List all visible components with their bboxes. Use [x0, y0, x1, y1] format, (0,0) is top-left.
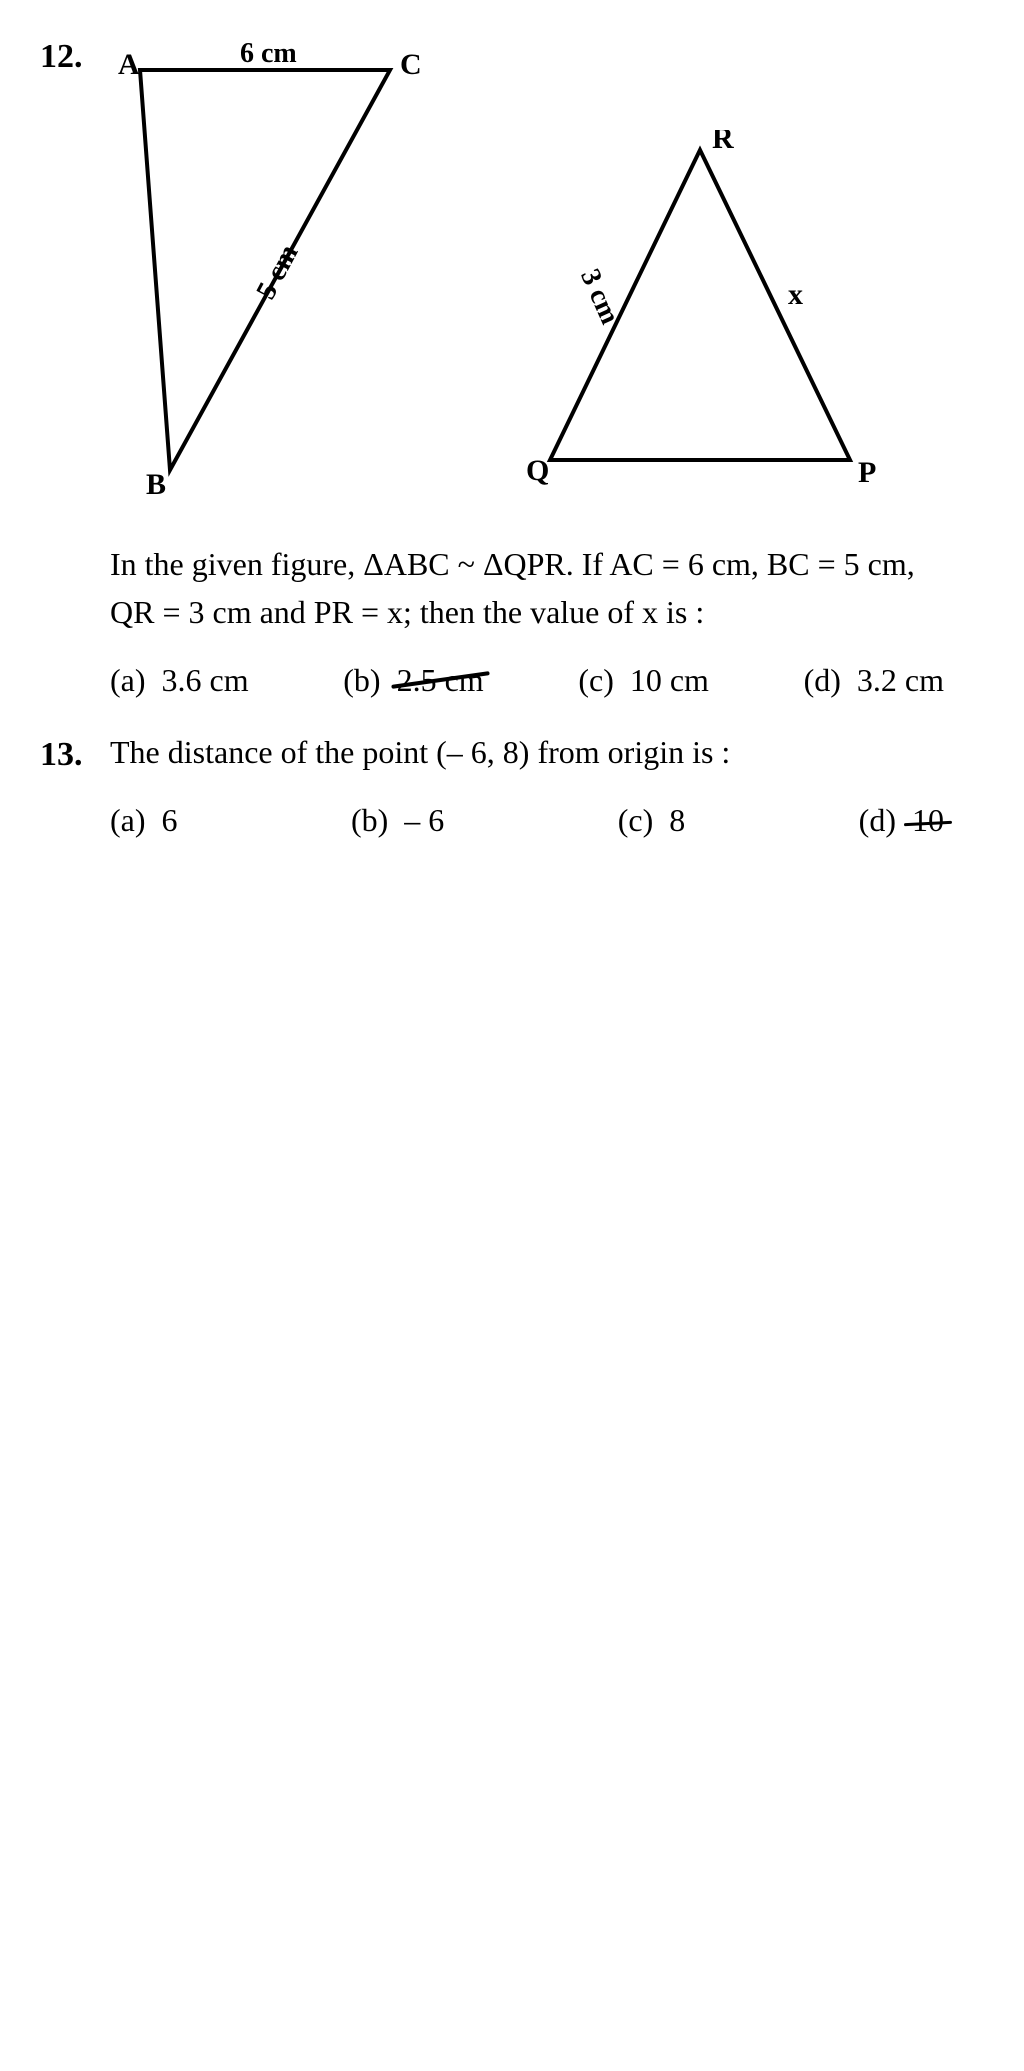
q12-text-line2: QR = 3 cm and PR = x; then the value of …: [110, 588, 984, 636]
q13-option-d: (d) 10: [859, 796, 944, 844]
vertex-r-label: R: [712, 130, 734, 155]
vertex-b-label: B: [146, 468, 166, 501]
q12-text-line1: In the given figure, ΔABC ~ ΔQPR. If AC …: [110, 540, 984, 588]
question-number: 13.: [40, 728, 110, 774]
q12-option-b-prefix: (b): [343, 662, 396, 698]
side-bc-label: 5 cm: [250, 240, 304, 305]
q13-option-a: (a) 6: [110, 796, 178, 844]
question-body: A C B 6 cm 5 cm R Q P 3 cm x In the give…: [110, 30, 984, 704]
figures-row: A C B 6 cm 5 cm R Q P 3 cm x: [110, 40, 984, 510]
q13-option-d-prefix: (d): [859, 802, 912, 838]
question-number: 12.: [40, 30, 110, 76]
vertex-q-label: Q: [526, 454, 549, 487]
side-qr-label: 3 cm: [574, 264, 625, 328]
side-rp-label: x: [788, 278, 803, 311]
triangle-qpr: R Q P 3 cm x: [520, 130, 880, 500]
q12-option-d: (d) 3.2 cm: [804, 656, 944, 704]
q13-option-d-value: 10: [912, 796, 944, 844]
triangle-abc: A C B 6 cm 5 cm: [110, 40, 430, 510]
side-ac-label: 6 cm: [240, 40, 297, 69]
q12-option-b-value: 2.5 cm: [397, 656, 484, 704]
question-body: The distance of the point (– 6, 8) from …: [110, 728, 984, 844]
q12-option-c: (c) 10 cm: [578, 656, 709, 704]
q12-option-a: (a) 3.6 cm: [110, 656, 249, 704]
vertex-a-label: A: [118, 48, 140, 81]
page: 12. A C B 6 cm 5 cm R Q P 3: [0, 0, 1024, 928]
q12-options: (a) 3.6 cm (b) 2.5 cm (c) 10 cm (d) 3.2 …: [110, 656, 984, 704]
q13-option-c: (c) 8: [618, 796, 686, 844]
question-12: 12. A C B 6 cm 5 cm R Q P 3: [40, 30, 984, 704]
q13-options: (a) 6 (b) – 6 (c) 8 (d) 10: [110, 796, 984, 844]
q13-option-b: (b) – 6: [351, 796, 444, 844]
question-13: 13. The distance of the point (– 6, 8) f…: [40, 728, 984, 844]
vertex-p-label: P: [858, 456, 876, 489]
q12-option-b: (b) 2.5 cm: [343, 656, 483, 704]
q13-text: The distance of the point (– 6, 8) from …: [110, 728, 984, 776]
vertex-c-label: C: [400, 48, 422, 81]
